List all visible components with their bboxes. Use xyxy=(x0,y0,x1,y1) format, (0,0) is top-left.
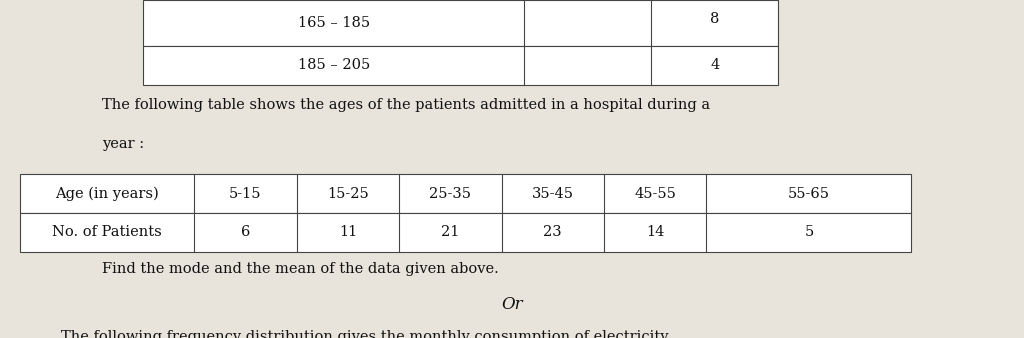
Text: 55-65: 55-65 xyxy=(787,187,829,200)
Text: 8: 8 xyxy=(710,13,720,26)
Text: 23: 23 xyxy=(544,225,562,239)
Text: 11: 11 xyxy=(339,225,357,239)
Bar xyxy=(20,213,911,252)
Text: The following table shows the ages of the patients admitted in a hospital during: The following table shows the ages of th… xyxy=(102,98,711,112)
Text: 35-45: 35-45 xyxy=(531,187,573,200)
Bar xyxy=(20,174,911,213)
Text: 25-35: 25-35 xyxy=(429,187,471,200)
Text: 21: 21 xyxy=(441,225,460,239)
Text: 165 – 185: 165 – 185 xyxy=(298,16,370,30)
Text: Find the mode and the mean of the data given above.: Find the mode and the mean of the data g… xyxy=(102,262,499,276)
Text: 5: 5 xyxy=(804,225,813,239)
Text: 4: 4 xyxy=(710,58,720,72)
Text: Age (in years): Age (in years) xyxy=(55,186,159,201)
Text: 45-55: 45-55 xyxy=(634,187,676,200)
Text: Or: Or xyxy=(501,296,523,313)
Text: 5-15: 5-15 xyxy=(229,187,262,200)
Text: 185 – 205: 185 – 205 xyxy=(298,58,370,72)
Text: 15-25: 15-25 xyxy=(327,187,369,200)
Bar xyxy=(143,46,778,84)
Text: 14: 14 xyxy=(646,225,665,239)
Text: No. of Patients: No. of Patients xyxy=(52,225,162,239)
Text: year :: year : xyxy=(102,137,144,151)
Text: The following frequency distribution gives the monthly consumption of electricit: The following frequency distribution giv… xyxy=(61,330,669,338)
Text: 6: 6 xyxy=(241,225,250,239)
Bar xyxy=(143,0,778,46)
